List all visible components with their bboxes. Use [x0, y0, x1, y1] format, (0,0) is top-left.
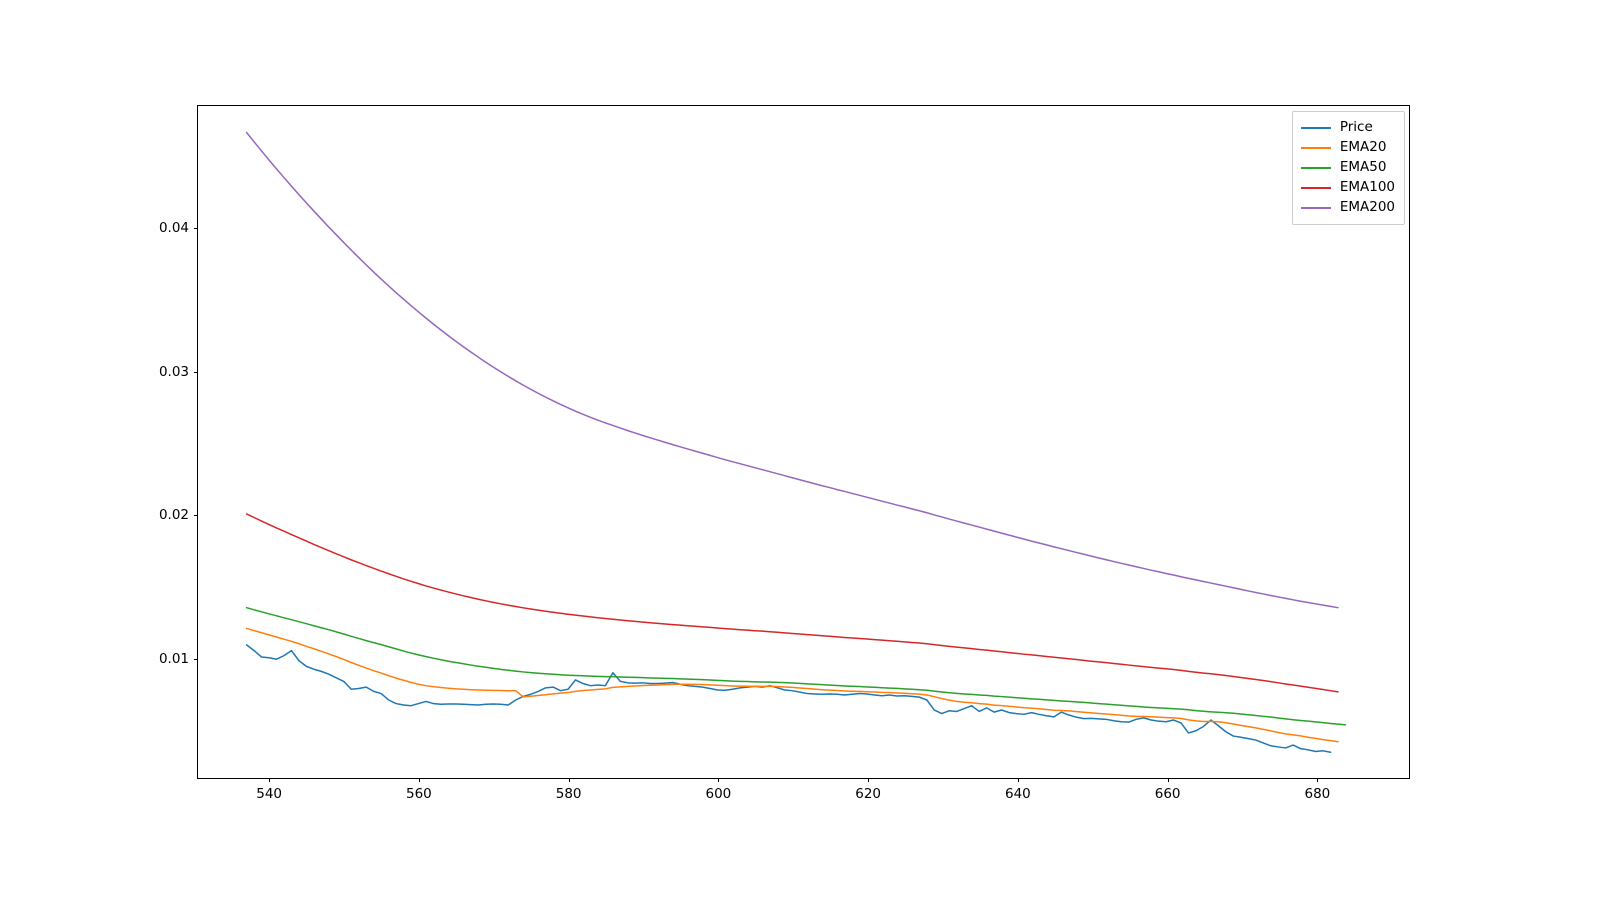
y-tick-mark [194, 515, 198, 517]
x-tick-label: 580 [555, 786, 582, 802]
x-tick-mark [568, 778, 570, 782]
series-line-ema200 [247, 132, 1338, 607]
x-tick-label: 680 [1304, 786, 1331, 802]
x-tick-mark [1317, 778, 1319, 782]
y-tick-label: 0.03 [158, 363, 189, 380]
legend-entry-ema20[interactable]: EMA20 [1300, 138, 1395, 158]
series-line-ema20 [247, 628, 1338, 741]
plot-canvas [198, 106, 1409, 778]
x-tick-mark [718, 778, 720, 782]
legend-label: EMA20 [1339, 139, 1387, 156]
y-tick-label: 0.01 [158, 650, 189, 667]
x-tick-mark [868, 778, 870, 782]
legend-entry-ema100[interactable]: EMA100 [1300, 178, 1395, 198]
legend-entry-ema50[interactable]: EMA50 [1300, 158, 1395, 178]
legend-swatch-icon [1300, 167, 1331, 169]
legend-swatch-icon [1300, 187, 1331, 189]
chart-legend: Price EMA20 EMA50 EMA100 EMA200 [1291, 111, 1405, 225]
x-tick-label: 540 [256, 786, 283, 802]
legend-label: Price [1339, 119, 1373, 136]
y-tick-label: 0.02 [158, 507, 189, 524]
x-tick-label: 640 [1005, 786, 1031, 802]
legend-label: EMA50 [1339, 159, 1387, 176]
x-tick-mark [1167, 778, 1169, 782]
plot-axes: 0.01 0.02 0.03 0.04 540 560 580 600 620 640 660 68… [159, 105, 1410, 802]
legend-swatch-icon [1300, 147, 1331, 149]
x-tick-mark [269, 778, 271, 782]
y-tick-mark [194, 371, 198, 373]
legend-entry-price[interactable]: Price [1300, 118, 1395, 138]
series-line-price [247, 645, 1331, 752]
legend-label: EMA100 [1339, 179, 1395, 196]
x-tick-mark [418, 778, 420, 782]
x-tick-label: 600 [705, 786, 732, 802]
series-line-ema50 [247, 608, 1346, 725]
series-line-ema100 [247, 514, 1338, 692]
legend-label: EMA200 [1339, 199, 1395, 216]
x-tick-label: 660 [1154, 786, 1181, 802]
x-tick-mark [1017, 778, 1019, 782]
y-tick-label: 0.04 [158, 220, 189, 237]
y-tick-mark [194, 658, 198, 660]
y-tick-mark [194, 228, 198, 230]
legend-entry-ema200[interactable]: EMA200 [1300, 198, 1395, 218]
x-tick-label: 620 [855, 786, 882, 802]
legend-swatch-icon [1300, 127, 1331, 129]
x-tick-label: 560 [405, 786, 432, 802]
legend-swatch-icon [1300, 207, 1331, 209]
